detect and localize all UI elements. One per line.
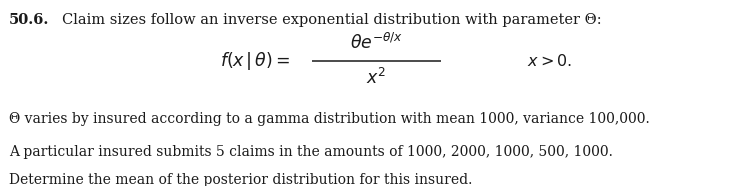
Text: $\theta e^{-\theta/x}$: $\theta e^{-\theta/x}$ bbox=[350, 32, 403, 53]
Text: $x>0.$: $x>0.$ bbox=[527, 53, 572, 70]
Text: $f(x\,|\,\theta)=$: $f(x\,|\,\theta)=$ bbox=[220, 50, 290, 72]
Text: $x^2$: $x^2$ bbox=[367, 68, 386, 88]
Text: A particular insured submits 5 claims in the amounts of 1000, 2000, 1000, 500, 1: A particular insured submits 5 claims in… bbox=[9, 145, 613, 159]
Text: Θ varies by insured according to a gamma distribution with mean 1000, variance 1: Θ varies by insured according to a gamma… bbox=[9, 112, 650, 126]
Text: Claim sizes follow an inverse exponential distribution with parameter Θ:: Claim sizes follow an inverse exponentia… bbox=[62, 13, 602, 27]
Text: 50.6.: 50.6. bbox=[9, 13, 50, 27]
Text: Determine the mean of the posterior distribution for this insured.: Determine the mean of the posterior dist… bbox=[9, 173, 472, 186]
